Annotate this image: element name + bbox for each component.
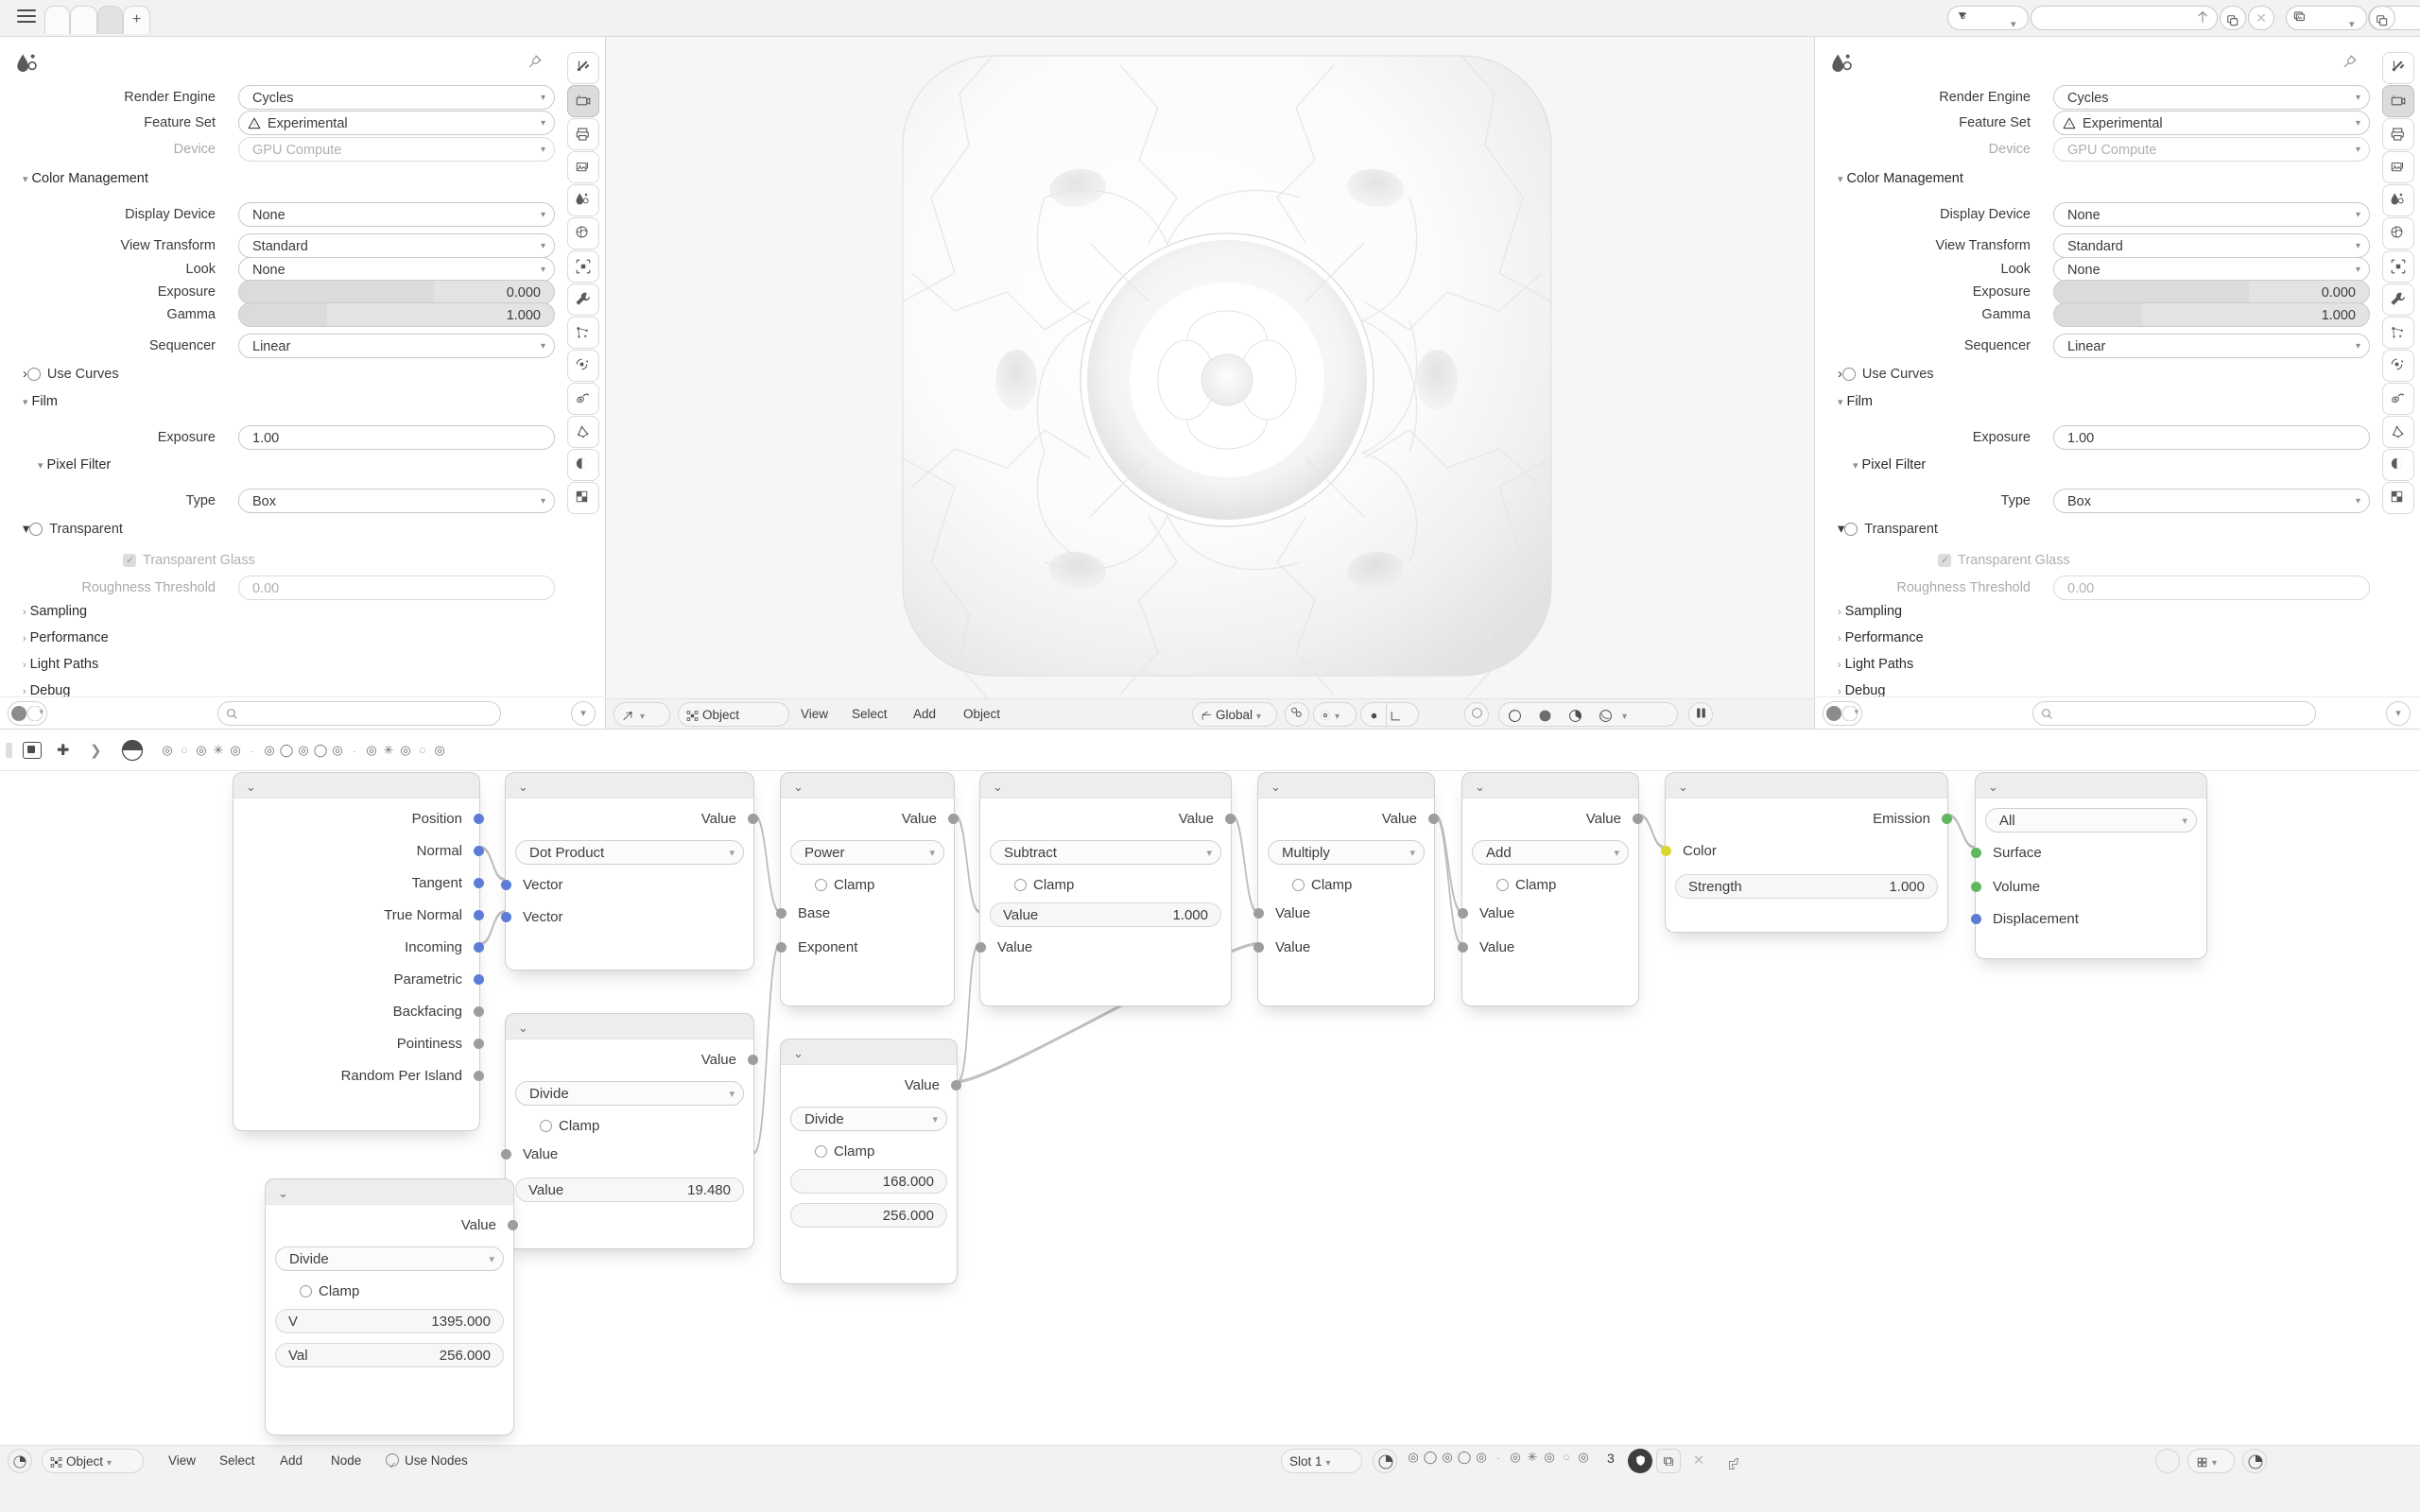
svg-text:!: ! <box>2068 123 2070 129</box>
svg-text:!: ! <box>253 123 255 129</box>
